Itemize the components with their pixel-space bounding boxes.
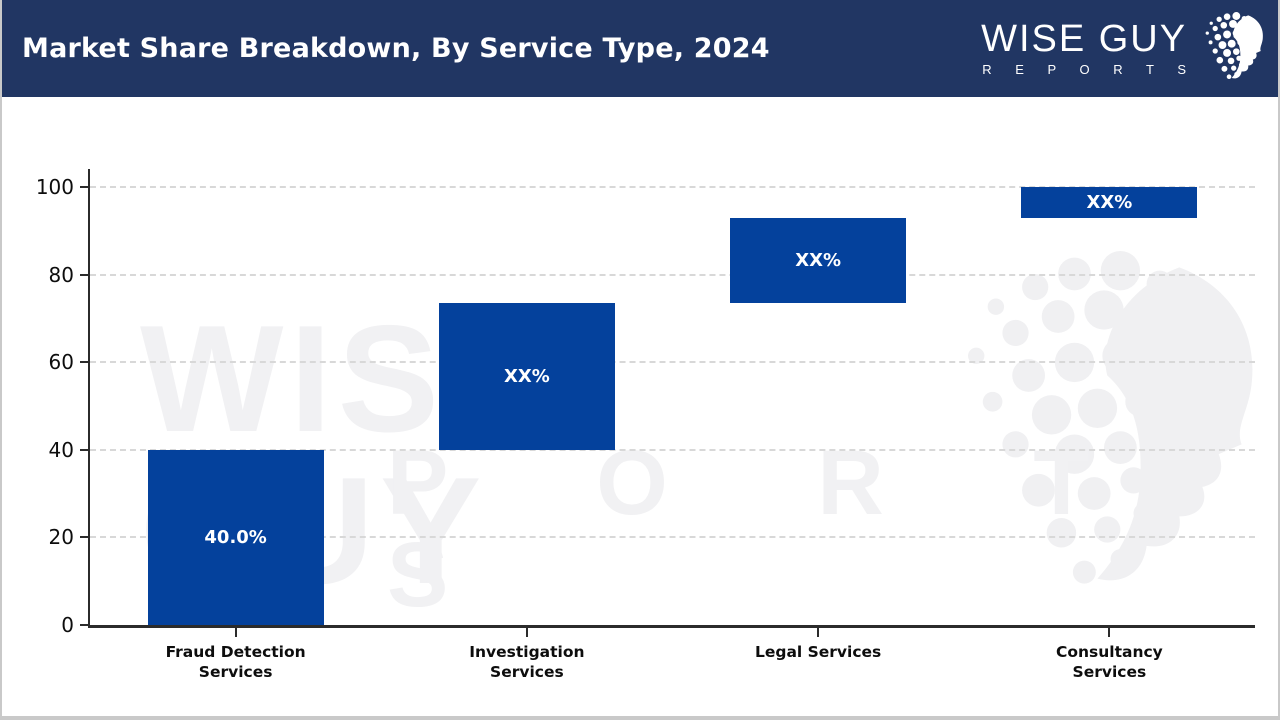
gridline-80 <box>90 273 1255 276</box>
y-tick-label: 60 <box>48 350 74 375</box>
x-axis-label: Fraud Detection Services <box>106 642 366 682</box>
x-axis-label-line: Legal Services <box>754 643 882 661</box>
y-tick-label: 100 <box>35 175 74 199</box>
bar-value-label: XX% <box>1086 191 1133 213</box>
x-axis-line <box>88 625 1255 628</box>
bar-value-label: XX% <box>503 365 550 387</box>
header-bar: Market Share Breakdown, By Service Type,… <box>2 0 1278 97</box>
y-tick-mark <box>80 361 88 364</box>
x-axis-label-line: Consultancy <box>1055 643 1163 661</box>
y-tick-label: 20 <box>48 525 74 550</box>
logo-text: WISE GUY R E P O R T S <box>972 20 1196 77</box>
chart-title: Market Share Breakdown, By Service Type,… <box>22 33 770 64</box>
wiseguy-logo: WISE GUY R E P O R T S <box>972 8 1268 90</box>
logo-wordmark: WISE GUY <box>981 18 1188 60</box>
x-tick-mark <box>817 628 820 637</box>
x-axis-label-line: Services <box>490 663 564 681</box>
x-axis-label-line: Services <box>198 663 273 681</box>
y-tick-label: 0 <box>61 613 74 637</box>
x-axis-label: Legal Services <box>688 642 948 662</box>
gridline-40 <box>90 448 1255 451</box>
bar-2: XX% <box>438 303 615 450</box>
x-tick-mark <box>525 628 528 637</box>
x-tick-mark <box>1108 628 1111 637</box>
y-tick-label: 40 <box>48 437 74 462</box>
y-tick-mark <box>80 273 88 276</box>
bar-value-label: XX% <box>795 249 842 271</box>
y-tick-mark <box>80 448 88 451</box>
x-axis-label-line: Services <box>1072 663 1147 681</box>
gridline-100 <box>90 186 1255 188</box>
logo-subtitle: R E P O R T S <box>982 62 1196 77</box>
y-tick-label: 80 <box>48 262 74 287</box>
gridline-60 <box>90 361 1255 364</box>
bar-value-label: 40.0% <box>204 526 267 548</box>
x-axis-label: Investigation Services <box>397 642 657 682</box>
y-axis-line <box>88 169 90 627</box>
plot-area: 0 20 40 60 80 100 40.0% Fraud Detection Services… <box>2 97 1278 714</box>
bar-1: 40.0% <box>147 449 324 625</box>
y-tick-mark <box>80 624 88 626</box>
x-tick-mark <box>234 628 237 637</box>
x-axis-label: Consultancy Services <box>979 642 1239 682</box>
gridline-20 <box>90 536 1255 539</box>
bar-3: XX% <box>730 217 907 304</box>
x-axis-label-line: Investigation <box>469 643 585 661</box>
logo-head-icon <box>1205 11 1263 79</box>
bar-4: XX% <box>1021 187 1198 218</box>
y-tick-mark <box>80 536 88 539</box>
chart-area: WISE GUY P O R T S 02040608010040.0%Frau… <box>2 97 1278 714</box>
x-axis-label-line: Fraud Detection <box>165 643 306 661</box>
y-tick-mark <box>80 186 88 188</box>
